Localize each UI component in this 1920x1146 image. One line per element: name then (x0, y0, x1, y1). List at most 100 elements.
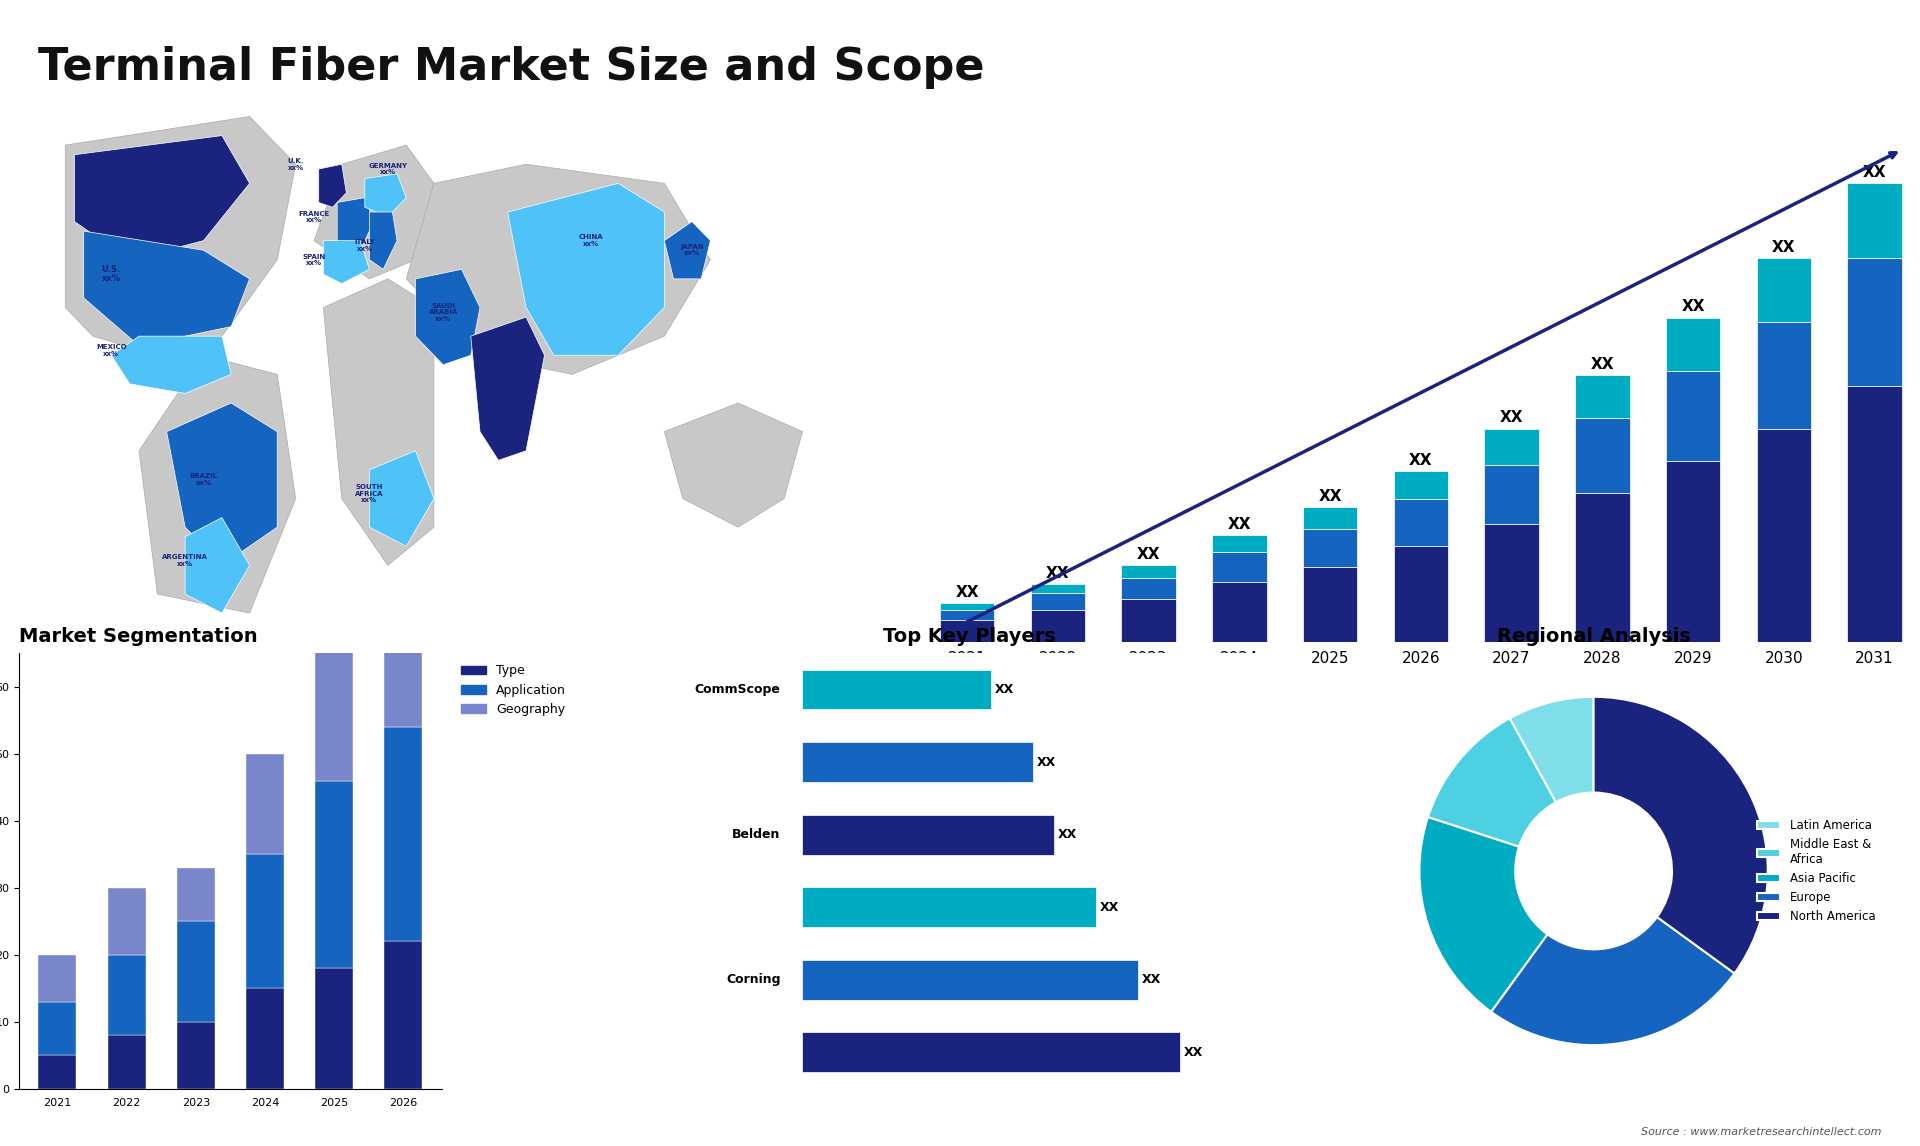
Text: XX: XX (956, 586, 979, 601)
Bar (177, 921, 215, 1022)
Legend: Type, Application, Geography: Type, Application, Geography (457, 659, 570, 721)
Polygon shape (84, 231, 250, 346)
Bar (1757, 258, 1811, 322)
Bar (1394, 545, 1448, 642)
Bar (1121, 599, 1175, 642)
Polygon shape (323, 241, 369, 283)
Text: MEXICO
xx%: MEXICO xx% (96, 344, 127, 356)
Polygon shape (664, 221, 710, 278)
Polygon shape (65, 117, 296, 355)
Bar (315, 780, 353, 968)
Bar (803, 743, 1033, 782)
Text: XX: XX (1037, 755, 1056, 769)
Bar (38, 1002, 77, 1055)
Bar (1031, 592, 1085, 610)
Title: Top Key Players: Top Key Players (883, 627, 1056, 646)
Polygon shape (369, 212, 397, 269)
Polygon shape (470, 317, 545, 461)
Title: Regional Analysis: Regional Analysis (1498, 627, 1690, 646)
Bar (1304, 567, 1357, 642)
Bar (384, 941, 422, 1089)
Bar (177, 1022, 215, 1089)
Text: Terminal Fiber Market Size and Scope: Terminal Fiber Market Size and Scope (38, 46, 985, 89)
Text: XX: XX (1185, 1046, 1204, 1059)
Text: XX: XX (1590, 358, 1615, 372)
Text: XX: XX (1319, 489, 1342, 504)
Text: U.S.
xx%: U.S. xx% (102, 265, 121, 283)
Polygon shape (111, 336, 230, 393)
Bar (1667, 371, 1720, 461)
Polygon shape (664, 403, 803, 527)
Polygon shape (319, 164, 346, 207)
Bar (246, 988, 284, 1089)
Bar (1667, 317, 1720, 371)
Bar (315, 633, 353, 780)
Bar (108, 1035, 146, 1089)
Text: XX: XX (1227, 517, 1252, 532)
Text: XX: XX (1142, 973, 1162, 987)
Text: XX: XX (1409, 453, 1432, 468)
Text: Belden: Belden (732, 829, 781, 841)
Text: SOUTH
AFRICA
xx%: SOUTH AFRICA xx% (355, 485, 384, 503)
Legend: Latin America, Middle East &
Africa, Asia Pacific, Europe, North America: Latin America, Middle East & Africa, Asi… (1751, 815, 1880, 927)
Text: Market Segmentation: Market Segmentation (19, 627, 257, 646)
Bar (939, 610, 995, 620)
Wedge shape (1509, 697, 1594, 802)
Bar (1121, 565, 1175, 578)
Bar (246, 754, 284, 854)
Bar (803, 960, 1137, 999)
Text: SAUDI
ARABIA
xx%: SAUDI ARABIA xx% (428, 303, 457, 322)
Bar (384, 727, 422, 941)
Polygon shape (507, 183, 664, 355)
Polygon shape (315, 146, 434, 278)
Bar (803, 669, 991, 709)
Bar (1212, 582, 1267, 642)
Polygon shape (75, 135, 250, 260)
Text: BRAZIL
xx%: BRAZIL xx% (190, 473, 217, 486)
Wedge shape (1419, 817, 1548, 1012)
Bar (803, 1033, 1179, 1073)
Text: CANADA
xx%: CANADA xx% (129, 179, 169, 197)
Text: FRANCE
xx%: FRANCE xx% (298, 211, 330, 223)
Polygon shape (167, 403, 276, 565)
Text: XX: XX (1682, 299, 1705, 314)
Text: XX: XX (1058, 829, 1077, 841)
Text: CommScope: CommScope (695, 683, 781, 696)
Bar (939, 620, 995, 642)
Wedge shape (1594, 697, 1768, 973)
Bar (1121, 578, 1175, 599)
Bar (1667, 461, 1720, 642)
Polygon shape (184, 518, 250, 613)
Bar (38, 1055, 77, 1089)
Polygon shape (323, 278, 434, 565)
Text: XX: XX (1046, 566, 1069, 581)
Bar (1847, 183, 1903, 258)
Text: XX: XX (1772, 240, 1795, 254)
Bar (246, 854, 284, 988)
Polygon shape (338, 197, 374, 250)
Text: ITALY
xx%: ITALY xx% (355, 240, 374, 252)
Text: INDIA
xx%: INDIA xx% (478, 387, 501, 400)
Text: XX: XX (1137, 547, 1160, 562)
Bar (1394, 499, 1448, 545)
Bar (1304, 508, 1357, 528)
Polygon shape (138, 355, 296, 613)
Text: JAPAN
xx%: JAPAN xx% (680, 244, 705, 257)
Bar (1484, 525, 1538, 642)
Polygon shape (365, 174, 407, 217)
Bar (1212, 535, 1267, 552)
Bar (1574, 493, 1630, 642)
Bar (315, 968, 353, 1089)
Polygon shape (369, 450, 434, 547)
Bar (177, 868, 215, 921)
Bar (1031, 584, 1085, 592)
Bar (1304, 528, 1357, 567)
Wedge shape (1428, 719, 1555, 847)
Text: CHINA
xx%: CHINA xx% (578, 235, 603, 246)
Bar (108, 888, 146, 955)
Bar (1847, 386, 1903, 642)
Bar (1847, 258, 1903, 386)
Bar (108, 955, 146, 1035)
Text: ARGENTINA
xx%: ARGENTINA xx% (161, 555, 207, 567)
Bar (1574, 375, 1630, 418)
